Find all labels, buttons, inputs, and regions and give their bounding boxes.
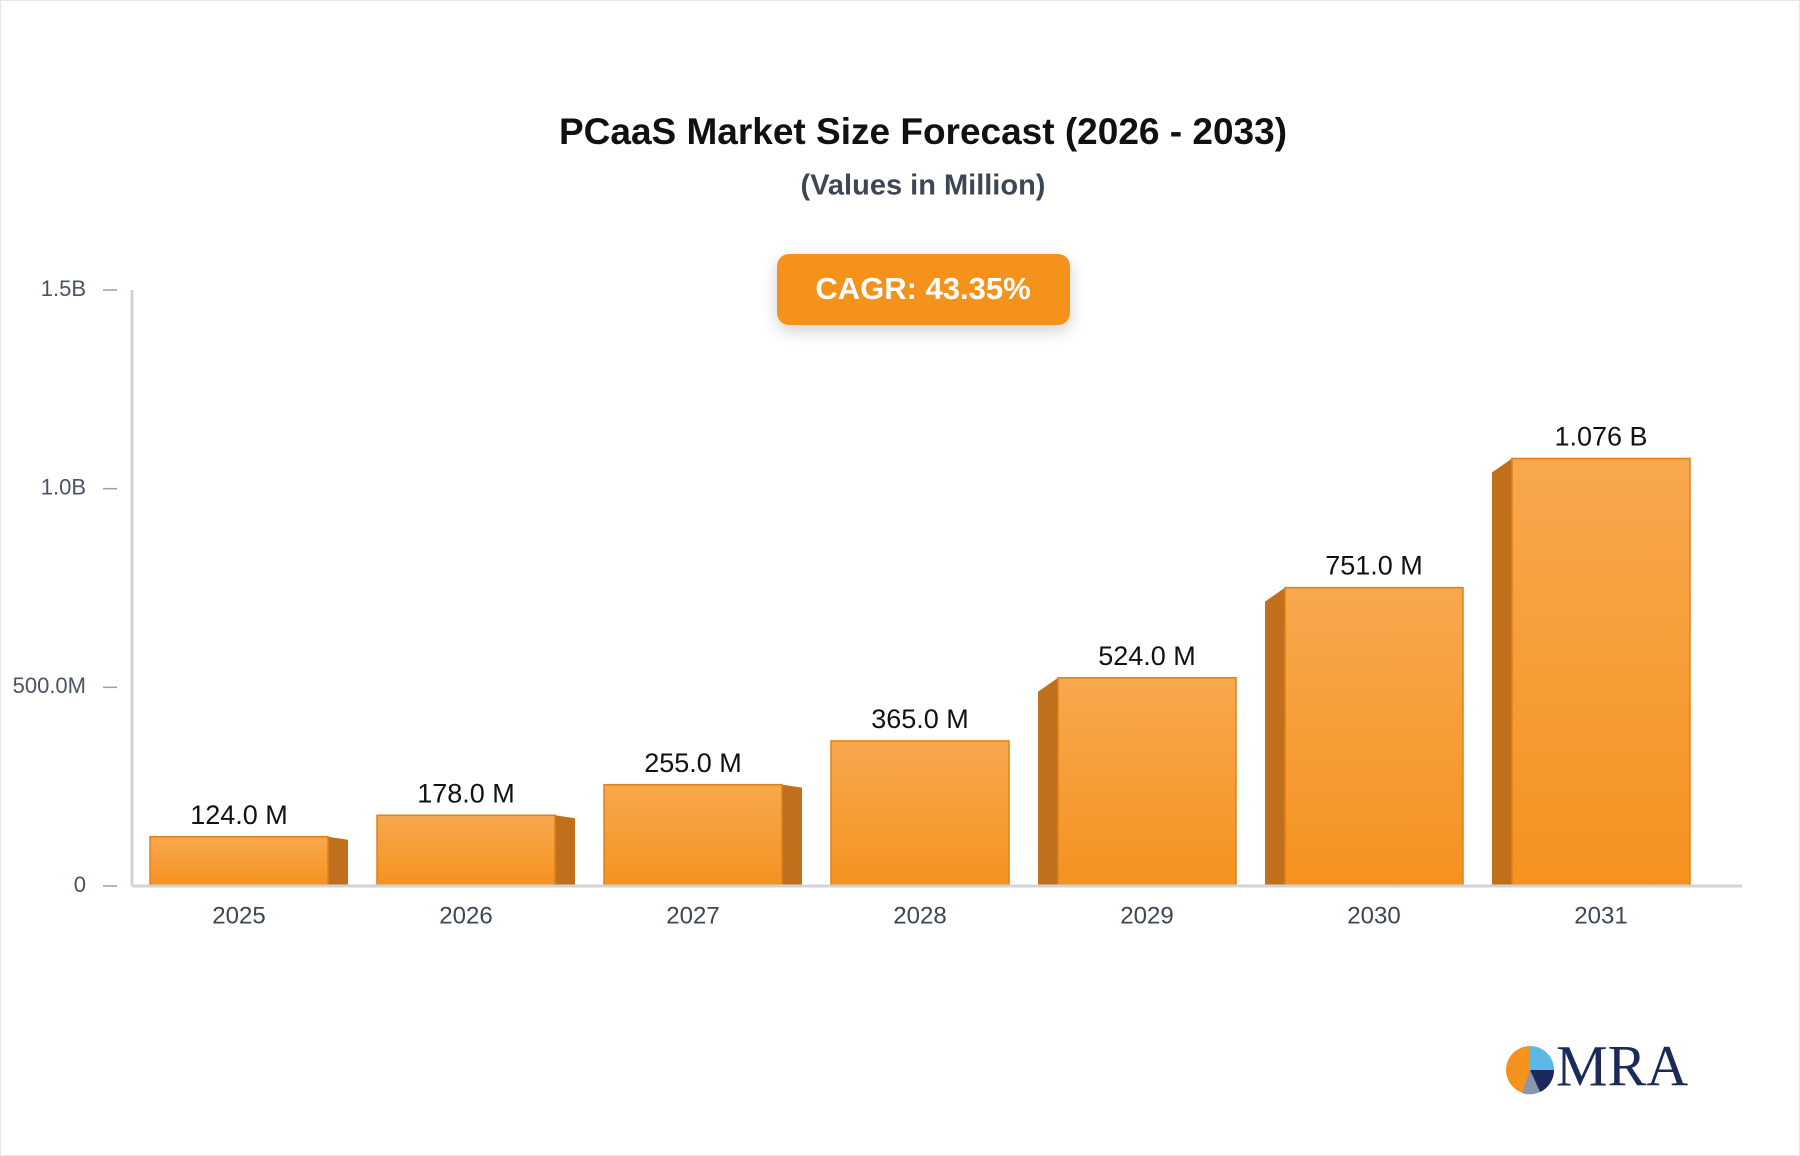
- value-label: 1.076 B: [1554, 422, 1647, 452]
- x-tick-label: 2026: [439, 902, 492, 929]
- x-tick-label: 2028: [893, 902, 946, 929]
- x-tick-label: 2027: [666, 902, 719, 929]
- bar-side: [1492, 458, 1512, 886]
- chart-subtitle: (Values in Million): [801, 170, 1046, 202]
- value-label: 255.0 M: [644, 748, 742, 778]
- value-label: 124.0 M: [190, 800, 288, 830]
- bar-side: [328, 836, 348, 886]
- value-label: 365.0 M: [871, 704, 969, 734]
- bar: [376, 814, 556, 887]
- value-label: 524.0 M: [1098, 641, 1196, 671]
- bar: [149, 835, 329, 887]
- cagr-badge: [777, 254, 1070, 325]
- logo: MRA: [1506, 1033, 1688, 1098]
- bar-side: [782, 784, 802, 886]
- logo-slice: [1530, 1070, 1555, 1092]
- logo-text: MRA: [1556, 1033, 1688, 1098]
- value-label: 178.0 M: [417, 778, 515, 808]
- bar: [603, 783, 783, 887]
- cagr-text: CAGR: 43.35%: [815, 271, 1030, 306]
- bar: [1057, 677, 1237, 887]
- y-tick-label: 0: [74, 872, 86, 897]
- chart-title: PCaaS Market Size Forecast (2026 - 2033): [559, 111, 1287, 152]
- y-tick-label: 1.5B: [41, 276, 86, 301]
- x-tick-label: 2030: [1347, 902, 1400, 929]
- x-tick-label: 2029: [1120, 902, 1173, 929]
- y-tick-label: 500.0M: [13, 673, 86, 698]
- x-tick-label: 2031: [1574, 902, 1627, 929]
- bar: [830, 740, 1010, 887]
- y-tick-label: 1.0B: [41, 474, 86, 499]
- logo-slice: [1522, 1070, 1540, 1095]
- bar-side: [1038, 677, 1058, 886]
- bar: [1511, 457, 1691, 887]
- bar-side: [555, 815, 575, 886]
- logo-slice: [1530, 1046, 1554, 1070]
- value-label: 751.0 M: [1325, 551, 1423, 581]
- bar: [1284, 586, 1464, 887]
- bar-side: [1265, 587, 1285, 886]
- x-tick-label: 2025: [212, 902, 265, 929]
